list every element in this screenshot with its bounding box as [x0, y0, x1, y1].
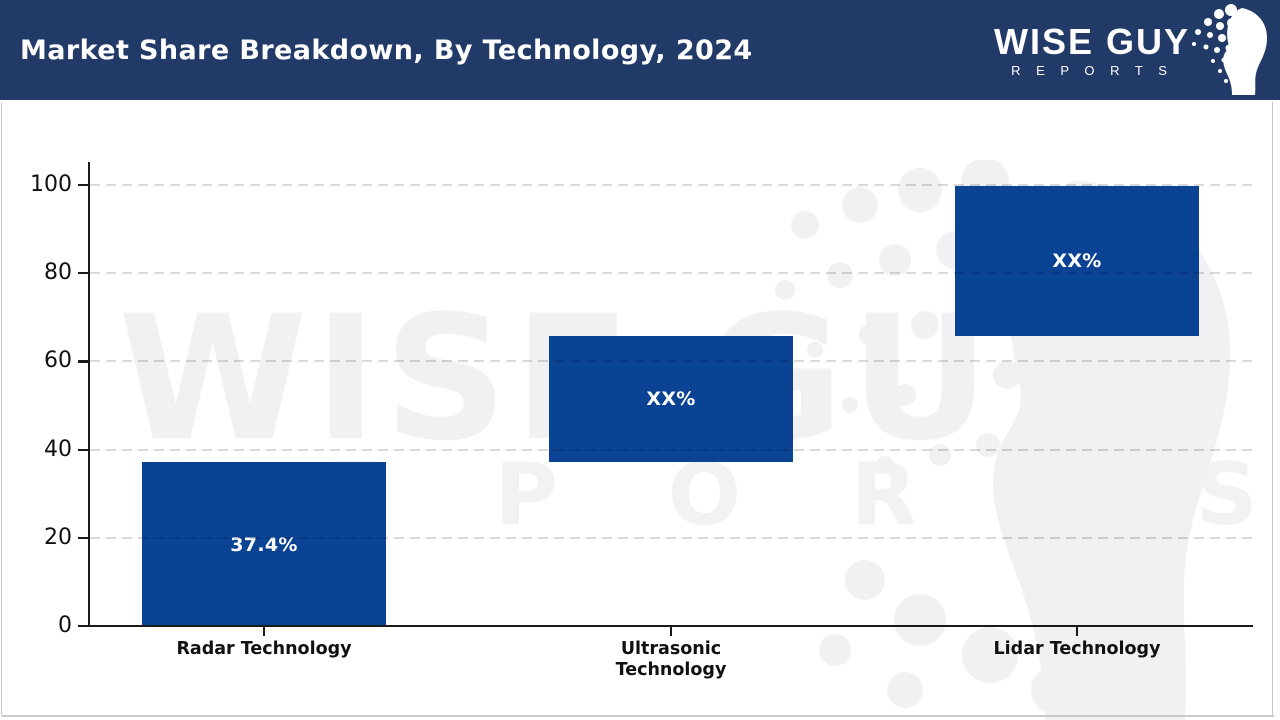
- y-tick-0: [78, 625, 90, 628]
- wise-guy-reports-logo: WISE GUY R E P O R T S: [994, 4, 1270, 96]
- bar-value-label-lidar-technology: XX%: [1052, 249, 1102, 272]
- y-tick-label-40: 40: [44, 436, 72, 462]
- y-tick-60: [78, 360, 90, 363]
- y-tick-label-20: 20: [44, 524, 72, 550]
- x-category-label-line: Radar Technology: [176, 639, 352, 659]
- y-axis-spine: [88, 162, 91, 627]
- y-tick-100: [78, 184, 90, 187]
- logo-wordmark-line2: R E P O R T S: [1011, 62, 1173, 78]
- gridline-60: [90, 360, 1253, 363]
- frame-border-left: [1, 102, 2, 716]
- x-tick-lidar-technology: [1076, 627, 1079, 636]
- y-tick-label-80: 80: [44, 260, 72, 286]
- x-category-label-line: Lidar Technology: [993, 639, 1161, 659]
- x-tick-ultrasonic-technology: [670, 627, 673, 636]
- logo-face-icon: [1192, 4, 1268, 95]
- bar-segment-lidar-technology: XX%: [955, 186, 1199, 336]
- logo-wordmark: WISE GUY R E P O R T S: [993, 20, 1190, 78]
- x-category-label-ultrasonic-technology: Ultrasonic Technology: [541, 639, 801, 681]
- y-tick-label-60: 60: [44, 348, 72, 374]
- gridline-80: [90, 272, 1253, 275]
- x-category-label-lidar-technology: Lidar Technology: [947, 639, 1207, 660]
- gridline-100: [90, 184, 1253, 186]
- bar-value-label-radar-technology: 37.4%: [230, 533, 298, 556]
- bar-segment-ultrasonic-technology: XX%: [549, 335, 793, 463]
- y-tick-40: [78, 448, 90, 451]
- bar-value-label-ultrasonic-technology: XX%: [646, 388, 696, 410]
- x-category-label-line: Technology: [615, 660, 727, 680]
- y-tick-label-100: 100: [30, 172, 72, 197]
- bar-segment-radar-technology: 37.4%: [142, 462, 386, 627]
- x-category-label-radar-technology: Radar Technology: [134, 639, 394, 660]
- plot-area: 0 20 40 60 80 100 37.4% Radar Technology XX% Ultr…: [0, 100, 1280, 720]
- header-banner: Market Share Breakdown, By Technology, 2…: [0, 0, 1280, 100]
- frame-border-right: [1272, 102, 1273, 716]
- gridline-20: [90, 536, 1253, 539]
- x-category-label-line: Ultrasonic: [620, 639, 722, 659]
- x-tick-radar-technology: [263, 627, 266, 636]
- y-tick-20: [78, 536, 90, 539]
- logo-wordmark-line1: WISE GUY: [993, 20, 1190, 62]
- chart-canvas: WISE GUY R E P O R T S 0 20 40 60 80 100 37.4%…: [0, 100, 1280, 720]
- y-tick-label-0: 0: [58, 613, 72, 638]
- gridline-40: [90, 448, 1253, 451]
- frame-border-bottom: [2, 715, 1274, 717]
- page-title: Market Share Breakdown, By Technology, 2…: [20, 34, 753, 66]
- y-tick-80: [78, 272, 90, 275]
- x-axis-spine: [88, 624, 1253, 627]
